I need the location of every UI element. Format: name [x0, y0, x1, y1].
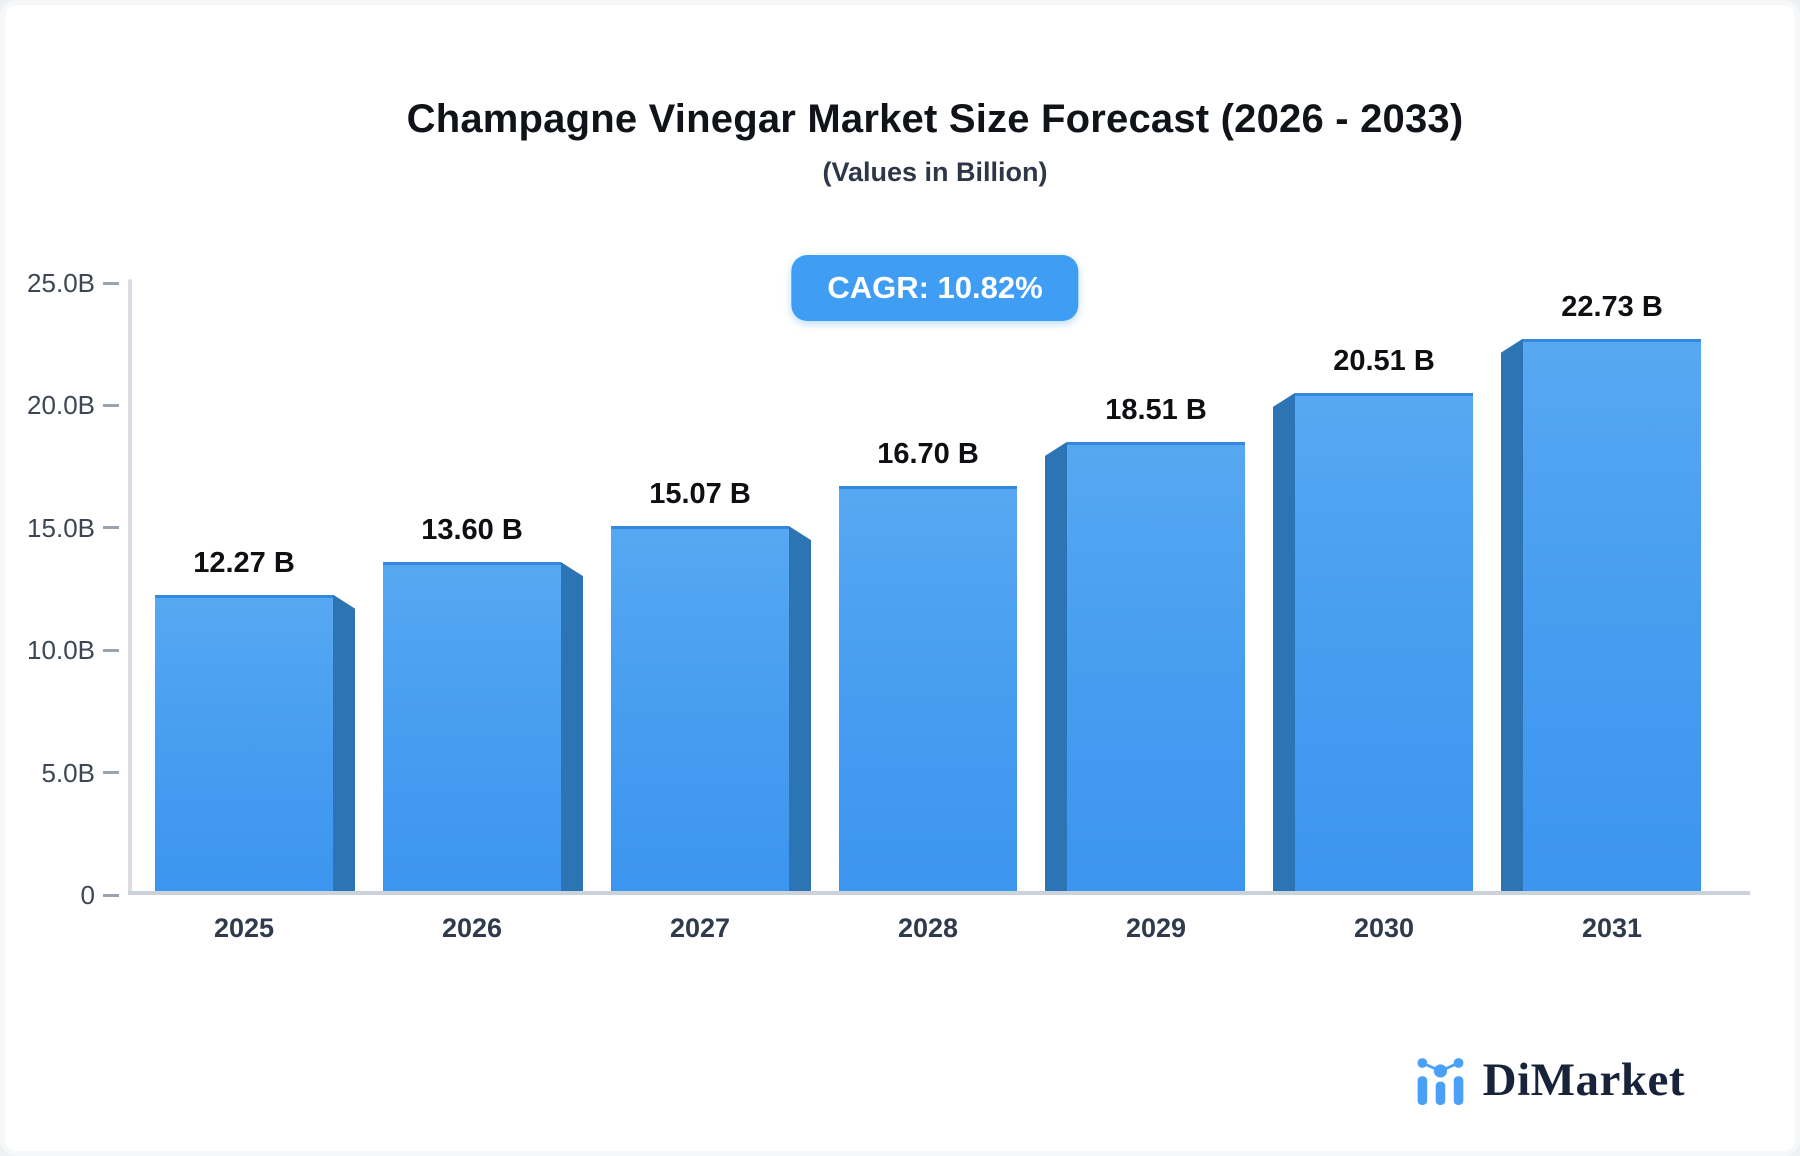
- brand-logo: DiMarket: [1413, 1053, 1685, 1107]
- bar: [155, 594, 333, 895]
- bar-value-label: 20.51 B: [1333, 344, 1435, 377]
- y-axis-tick-label: 10.0B: [27, 635, 95, 666]
- bar-value-label: 13.60 B: [421, 514, 523, 547]
- x-axis-baseline: [128, 891, 1750, 895]
- bar-value-label: 16.70 B: [877, 438, 979, 471]
- x-axis-label: 2030: [1353, 913, 1415, 943]
- y-axis-tick-label: 25.0B: [27, 268, 95, 298]
- y-axis-tick-mark: [103, 648, 119, 652]
- y-axis-tick-mark: [103, 281, 119, 285]
- bar-side-3d: [1273, 392, 1295, 895]
- chart-subtitle: (Values in Billion): [822, 157, 1048, 187]
- y-axis-tick-label: 5.0B: [41, 757, 96, 788]
- y-axis-tick-mark: [103, 526, 119, 530]
- x-axis-label: 2029: [1125, 913, 1187, 943]
- y-axis-tick-label: 0: [80, 880, 95, 910]
- x-axis-label: 2026: [441, 913, 503, 943]
- bar: [611, 526, 789, 895]
- y-axis-tick-mark: [103, 771, 119, 775]
- x-axis-label: 2028: [897, 913, 959, 943]
- bar-side-3d: [1501, 338, 1523, 895]
- x-axis-label: 2025: [213, 913, 275, 943]
- mini-bar-chart-logo-icon: [1417, 1058, 1464, 1105]
- bar-value-label: 18.51 B: [1105, 393, 1207, 426]
- bar: [1295, 392, 1473, 895]
- y-axis-tick-label: 20.0B: [27, 390, 95, 421]
- y-axis-tick-mark: [103, 893, 119, 897]
- x-axis-label: 2031: [1581, 913, 1643, 943]
- bar-side-3d: [789, 526, 811, 895]
- bar-side-3d: [333, 594, 355, 895]
- bar: [1523, 338, 1701, 895]
- bar-value-label: 22.73 B: [1561, 290, 1663, 323]
- y-axis-line: [128, 279, 132, 895]
- bar-side-3d: [1045, 441, 1067, 895]
- cagr-badge: CAGR: 10.82%: [791, 255, 1079, 321]
- page-title: Champagne Vinegar Market Size Forecast (…: [406, 97, 1464, 141]
- y-axis-tick-mark: [103, 403, 119, 407]
- bar: [1067, 441, 1245, 895]
- x-axis-label: 2027: [669, 913, 731, 943]
- bar: [383, 562, 561, 895]
- plot-area: 0 5.0B 10.0B 15.0B 20.0B 25.0B 12.27 B 2025 13.6…: [5, 5, 1795, 1151]
- brand-name: DiMarket: [1482, 1054, 1685, 1106]
- bar-side-3d: [561, 562, 583, 895]
- y-axis-tick-label: 15.0B: [27, 512, 95, 543]
- bar: [839, 486, 1017, 895]
- bar-value-label: 12.27 B: [193, 546, 295, 579]
- bar-value-label: 15.07 B: [649, 478, 751, 511]
